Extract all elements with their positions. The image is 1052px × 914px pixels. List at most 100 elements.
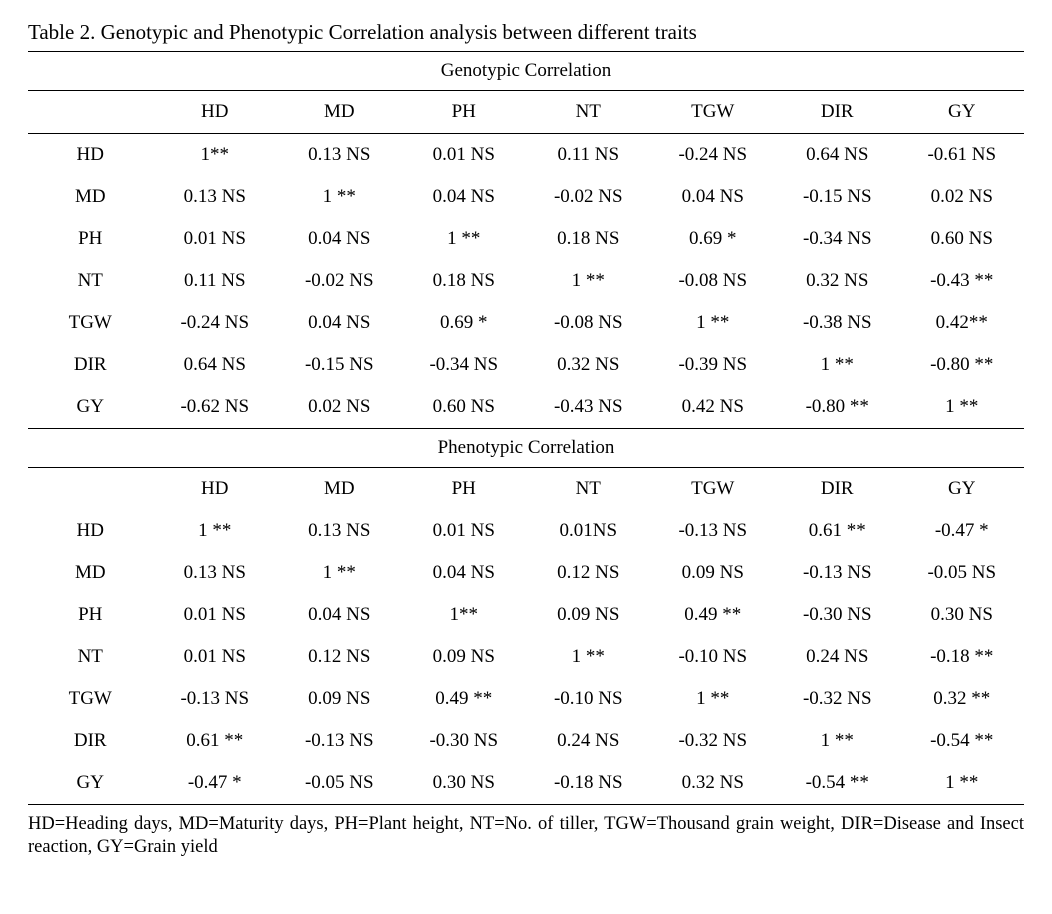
row-label: DIR xyxy=(28,344,153,386)
cell-value: -0.32 NS xyxy=(775,678,900,720)
cell-value: 1 ** xyxy=(277,552,402,594)
cell-value: -0.32 NS xyxy=(651,720,776,762)
cell-value: 0.30 NS xyxy=(402,762,527,805)
cell-value: 0.42 NS xyxy=(651,386,776,429)
col-header: TGW xyxy=(651,468,776,511)
cell-value: 0.02 NS xyxy=(277,386,402,429)
cell-value: -0.08 NS xyxy=(651,260,776,302)
col-header: GY xyxy=(900,468,1025,511)
table-footnote: HD=Heading days, MD=Maturity days, PH=Pl… xyxy=(28,813,1024,859)
table-row: TGW-0.24 NS0.04 NS0.69 *-0.08 NS1 **-0.3… xyxy=(28,302,1024,344)
cell-value: 0.12 NS xyxy=(277,636,402,678)
row-label: TGW xyxy=(28,678,153,720)
cell-value: 0.13 NS xyxy=(277,134,402,177)
cell-value: 0.24 NS xyxy=(775,636,900,678)
col-header: PH xyxy=(402,91,527,134)
cell-value: 0.32 NS xyxy=(526,344,651,386)
cell-value: 0.04 NS xyxy=(277,218,402,260)
cell-value: 0.32 NS xyxy=(651,762,776,805)
cell-value: 0.04 NS xyxy=(277,594,402,636)
cell-value: -0.18 ** xyxy=(900,636,1025,678)
cell-value: 0.42** xyxy=(900,302,1025,344)
cell-value: -0.02 NS xyxy=(526,176,651,218)
cell-value: -0.13 NS xyxy=(775,552,900,594)
cell-value: 0.61 ** xyxy=(153,720,278,762)
cell-value: 0.04 NS xyxy=(402,552,527,594)
row-label: MD xyxy=(28,176,153,218)
table-row: MD0.13 NS1 **0.04 NS-0.02 NS0.04 NS-0.15… xyxy=(28,176,1024,218)
row-label: GY xyxy=(28,762,153,805)
cell-value: 1 ** xyxy=(651,678,776,720)
cell-value: -0.18 NS xyxy=(526,762,651,805)
cell-value: -0.13 NS xyxy=(153,678,278,720)
cell-value: 0.60 NS xyxy=(900,218,1025,260)
table-caption: Table 2. Genotypic and Phenotypic Correl… xyxy=(28,20,1024,45)
cell-value: 0.09 NS xyxy=(277,678,402,720)
col-header: GY xyxy=(900,91,1025,134)
cell-value: 0.04 NS xyxy=(402,176,527,218)
row-label: NT xyxy=(28,260,153,302)
table-row: DIR0.64 NS-0.15 NS-0.34 NS0.32 NS-0.39 N… xyxy=(28,344,1024,386)
correlation-table: Genotypic Correlation HD MD PH NT TGW DI… xyxy=(28,51,1024,805)
col-header: HD xyxy=(153,91,278,134)
row-label: MD xyxy=(28,552,153,594)
cell-value: 0.61 ** xyxy=(775,510,900,552)
row-label: HD xyxy=(28,510,153,552)
table-row: GY-0.47 *-0.05 NS0.30 NS-0.18 NS0.32 NS-… xyxy=(28,762,1024,805)
cell-value: -0.24 NS xyxy=(153,302,278,344)
cell-value: 0.01 NS xyxy=(153,218,278,260)
cell-value: 0.01 NS xyxy=(402,134,527,177)
cell-value: 0.32 ** xyxy=(900,678,1025,720)
table-row: PH0.01 NS0.04 NS1 **0.18 NS0.69 *-0.34 N… xyxy=(28,218,1024,260)
cell-value: 0.09 NS xyxy=(402,636,527,678)
blank-header xyxy=(28,91,153,134)
row-label: NT xyxy=(28,636,153,678)
col-header: TGW xyxy=(651,91,776,134)
table-row: PH0.01 NS0.04 NS1**0.09 NS0.49 **-0.30 N… xyxy=(28,594,1024,636)
cell-value: -0.47 * xyxy=(900,510,1025,552)
cell-value: 1 ** xyxy=(402,218,527,260)
cell-value: 0.04 NS xyxy=(651,176,776,218)
table-row: TGW-0.13 NS0.09 NS0.49 **-0.10 NS1 **-0.… xyxy=(28,678,1024,720)
cell-value: 0.11 NS xyxy=(153,260,278,302)
section-phenotypic-title: Phenotypic Correlation xyxy=(28,429,1024,468)
cell-value: -0.08 NS xyxy=(526,302,651,344)
col-header: NT xyxy=(526,468,651,511)
cell-value: 0.13 NS xyxy=(277,510,402,552)
cell-value: 0.01 NS xyxy=(153,636,278,678)
cell-value: 0.12 NS xyxy=(526,552,651,594)
cell-value: 0.69 * xyxy=(651,218,776,260)
cell-value: 1 ** xyxy=(526,636,651,678)
col-header: PH xyxy=(402,468,527,511)
cell-value: -0.10 NS xyxy=(651,636,776,678)
section-genotypic-title: Genotypic Correlation xyxy=(28,52,1024,91)
table-row: NT0.01 NS0.12 NS0.09 NS1 **-0.10 NS0.24 … xyxy=(28,636,1024,678)
cell-value: 1 ** xyxy=(526,260,651,302)
cell-value: 0.02 NS xyxy=(900,176,1025,218)
cell-value: 0.13 NS xyxy=(153,176,278,218)
cell-value: 1 ** xyxy=(775,344,900,386)
col-header: MD xyxy=(277,91,402,134)
cell-value: 0.09 NS xyxy=(526,594,651,636)
cell-value: 0.30 NS xyxy=(900,594,1025,636)
row-label: TGW xyxy=(28,302,153,344)
cell-value: -0.38 NS xyxy=(775,302,900,344)
cell-value: 0.01 NS xyxy=(402,510,527,552)
cell-value: -0.02 NS xyxy=(277,260,402,302)
table-row: NT0.11 NS-0.02 NS0.18 NS1 **-0.08 NS0.32… xyxy=(28,260,1024,302)
cell-value: 0.24 NS xyxy=(526,720,651,762)
cell-value: -0.80 ** xyxy=(775,386,900,429)
cell-value: -0.54 ** xyxy=(900,720,1025,762)
table-row: HD1**0.13 NS0.01 NS0.11 NS-0.24 NS0.64 N… xyxy=(28,134,1024,177)
cell-value: -0.10 NS xyxy=(526,678,651,720)
cell-value: 0.32 NS xyxy=(775,260,900,302)
table-row: DIR0.61 **-0.13 NS-0.30 NS0.24 NS-0.32 N… xyxy=(28,720,1024,762)
col-header: NT xyxy=(526,91,651,134)
cell-value: -0.30 NS xyxy=(402,720,527,762)
cell-value: 0.18 NS xyxy=(402,260,527,302)
col-header: DIR xyxy=(775,468,900,511)
cell-value: -0.47 * xyxy=(153,762,278,805)
cell-value: 1 ** xyxy=(651,302,776,344)
cell-value: 1 ** xyxy=(900,762,1025,805)
cell-value: -0.62 NS xyxy=(153,386,278,429)
